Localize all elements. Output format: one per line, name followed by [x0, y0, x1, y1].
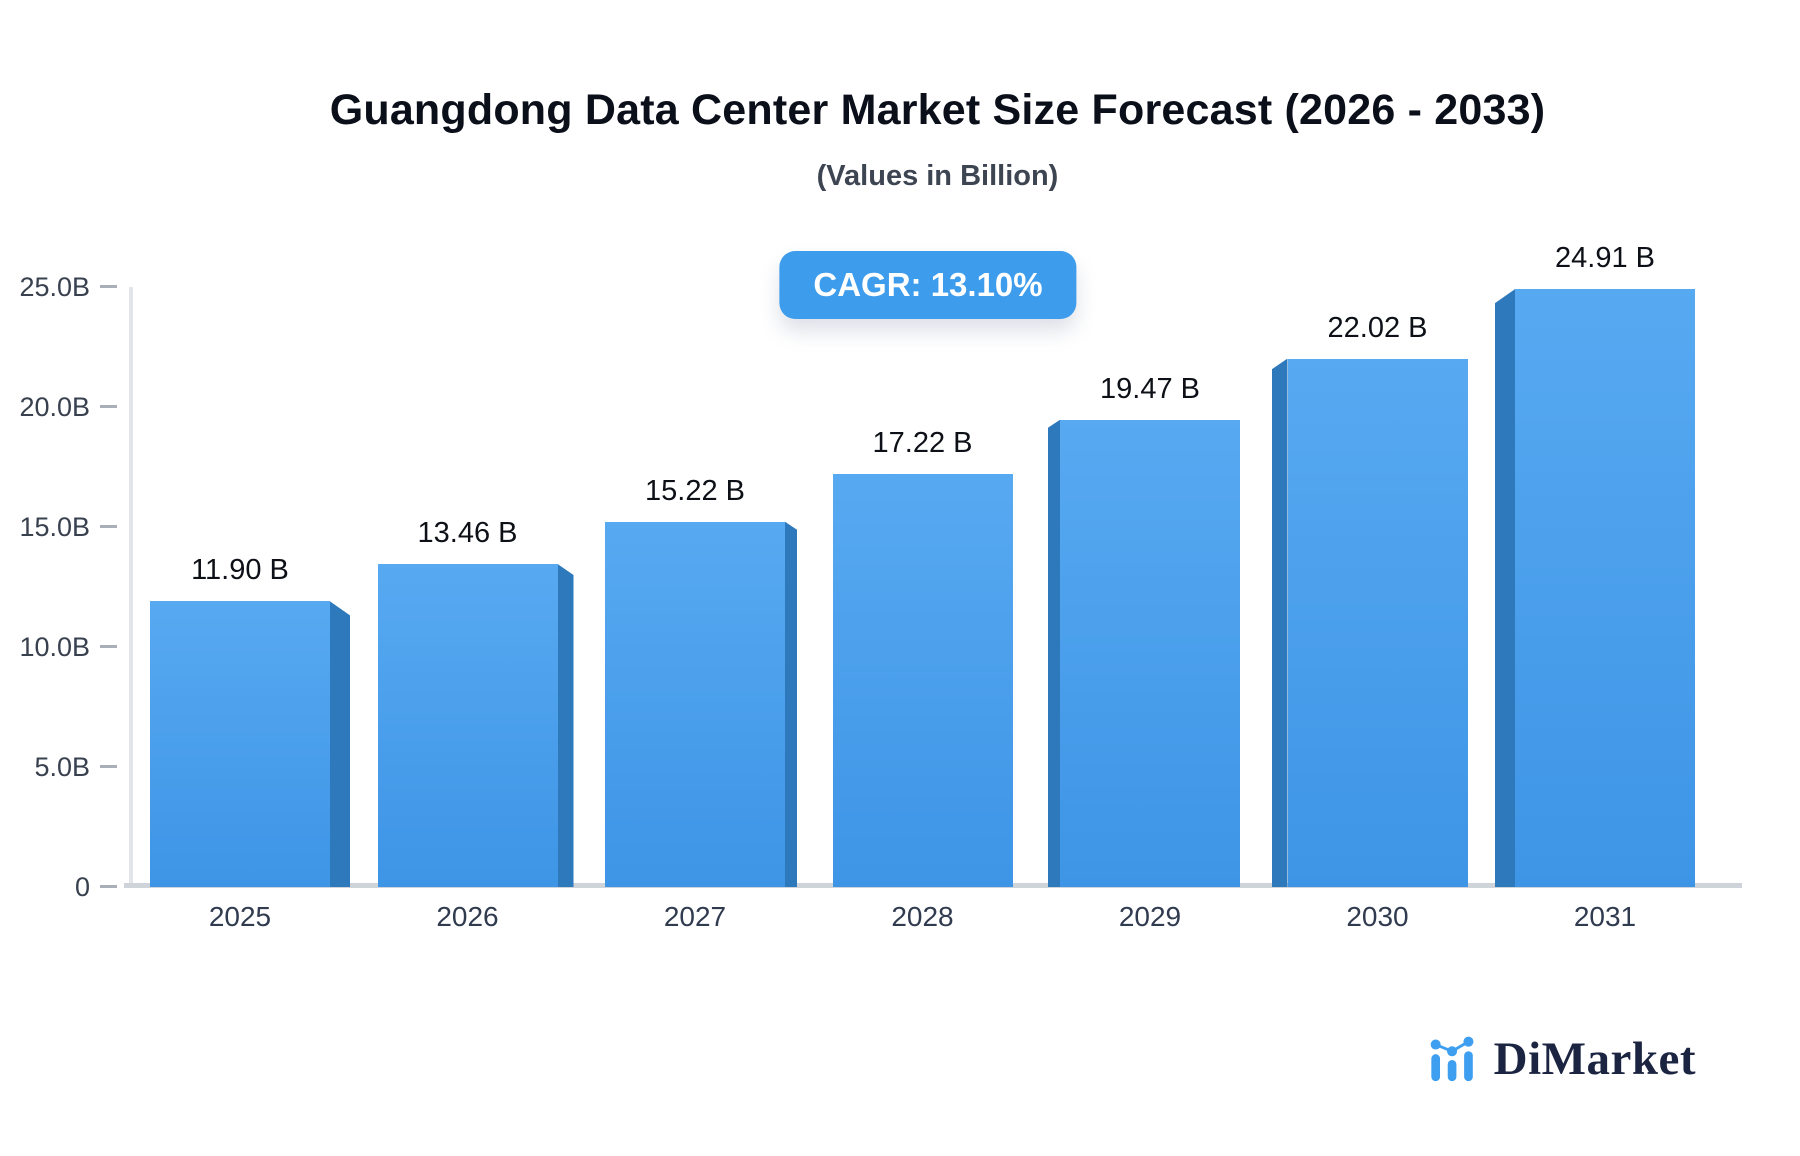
bar-value-label: 11.90 B: [191, 554, 289, 587]
y-axis-line: [129, 287, 133, 887]
cagr-badge: CAGR: 13.10%: [779, 251, 1077, 319]
bar-3d-side: [557, 563, 574, 887]
y-axis-tick-label: 0: [74, 872, 90, 902]
x-axis-label: 2028: [891, 901, 954, 932]
bar-2026: [377, 563, 558, 887]
y-axis-tick-label: 25.0B: [19, 272, 90, 302]
brand-name: DiMarket: [1493, 1033, 1696, 1085]
bar-2029: [1060, 419, 1240, 887]
bar-3d-side: [785, 521, 797, 887]
y-axis-tick: [100, 765, 117, 768]
x-axis-label: 2029: [1118, 901, 1182, 932]
y-axis-tick-label: 5.0B: [34, 752, 90, 782]
y-axis-tick: [100, 885, 117, 888]
y-axis-tick-label: 10.0B: [19, 632, 90, 662]
bar-3d-side: [1048, 419, 1060, 887]
bar-2025: [150, 601, 330, 887]
bar-3d-side: [330, 601, 350, 887]
mini-bar-line-chart-icon: [1430, 1036, 1474, 1082]
brand-logo: DiMarket: [1427, 1032, 1696, 1086]
chart-subtitle: (Values in Billion): [816, 160, 1059, 192]
x-axis-label: 2031: [1573, 901, 1637, 932]
bar-3d-side: [1271, 358, 1288, 887]
bar-value-label: 15.22 B: [645, 474, 745, 507]
x-axis-label: 2026: [436, 901, 499, 932]
y-axis-tick: [100, 285, 117, 288]
bar-2031: [1515, 289, 1695, 887]
y-axis-tick: [100, 525, 117, 528]
bar-value-label: 24.91 B: [1555, 242, 1655, 275]
bar-2030: [1287, 358, 1468, 887]
y-axis-tick-label: 20.0B: [19, 392, 90, 422]
bar-value-label: 13.46 B: [417, 516, 518, 549]
bar-2028: [832, 473, 1013, 887]
y-axis-tick-label: 15.0B: [19, 512, 90, 542]
bar-value-label: 17.22 B: [872, 426, 973, 459]
bar-value-label: 19.47 B: [1100, 372, 1200, 405]
x-axis-label: 2030: [1346, 901, 1409, 932]
bar-3d-side: [1495, 289, 1515, 887]
chart-title: Guangdong Data Center Market Size Foreca…: [329, 86, 1546, 134]
bar-value-label: 22.02 B: [1327, 311, 1428, 344]
y-axis-tick: [100, 645, 117, 648]
x-axis-label: 2027: [663, 901, 727, 932]
x-axis-label: 2025: [208, 901, 272, 932]
y-axis-tick: [100, 405, 117, 408]
bar-2027: [605, 521, 785, 887]
